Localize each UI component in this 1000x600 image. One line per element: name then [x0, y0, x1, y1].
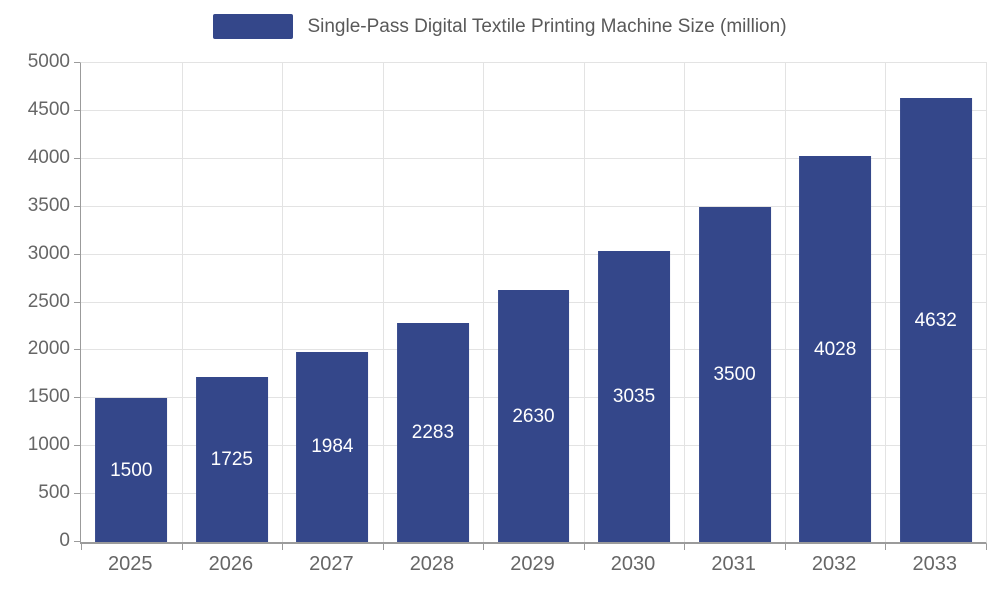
y-tick-label: 0: [59, 530, 70, 551]
y-tick-mark: [74, 62, 80, 63]
x-tick-label: 2031: [711, 553, 756, 575]
y-tick-label: 4000: [27, 146, 70, 168]
bar-value-label: 1725: [210, 448, 253, 470]
bar-2026: 1725: [195, 376, 268, 542]
gridline-vertical: [483, 63, 485, 542]
x-tick-mark: [684, 544, 686, 550]
gridline-vertical: [684, 63, 686, 542]
bar-2028: 2283: [396, 323, 469, 542]
x-tick-label: 2027: [309, 553, 354, 575]
x-tick-mark: [885, 544, 887, 550]
y-tick-label: 4500: [27, 98, 70, 120]
bar-2030: 3035: [598, 251, 670, 542]
x-tick-mark: [986, 544, 987, 550]
bar-2031: 3500: [698, 206, 771, 542]
y-tick-mark: [74, 109, 80, 111]
x-tick-label: 2032: [811, 553, 857, 575]
y-tick-mark: [74, 445, 80, 447]
x-tick-label: 2029: [510, 553, 555, 575]
gridline-vertical: [181, 63, 183, 542]
y-tick-mark: [74, 157, 80, 159]
y-tick-mark: [74, 253, 80, 255]
plot-area: 1500 1725 1984 2283 2630 3035 3500 4028 4632: [74, 62, 987, 550]
gridline-horizontal: [81, 205, 986, 207]
legend-label[interactable]: Single-Pass Digital Textile Printing Mac…: [307, 15, 787, 37]
legend-swatch[interactable]: [213, 14, 294, 39]
x-tick-label: 2028: [409, 553, 455, 575]
x-tick-label: 2030: [610, 553, 656, 575]
chart-legend[interactable]: Single-Pass Digital Textile Printing Mac…: [0, 14, 1000, 39]
y-tick-mark: [74, 301, 80, 303]
y-tick-mark: [74, 397, 80, 399]
bar-2027: 1984: [296, 351, 369, 542]
x-tick-mark: [282, 544, 284, 550]
y-tick-label: 500: [38, 482, 70, 504]
bar-value-label: 3500: [713, 363, 756, 385]
y-tick-mark: [74, 349, 80, 351]
gridline-horizontal: [81, 157, 986, 159]
bar-value-label: 4028: [814, 338, 857, 360]
y-tick-mark: [74, 541, 80, 542]
bar-2025: 1500: [95, 398, 168, 542]
bar-2029: 2630: [497, 290, 570, 542]
gridline-horizontal: [81, 62, 986, 63]
gridline-vertical: [583, 63, 585, 542]
gridline-horizontal: [81, 253, 986, 255]
y-tick-label: 2000: [27, 338, 70, 360]
bar-value-label: 4632: [914, 309, 957, 331]
gridline-vertical: [885, 63, 887, 542]
x-tick-label: 2033: [912, 553, 957, 575]
x-tick-mark: [583, 544, 585, 550]
y-tick-mark: [74, 493, 80, 495]
x-tick-mark: [81, 544, 82, 550]
y-tick-label: 5000: [27, 51, 70, 72]
x-tick-label: 2025: [108, 553, 153, 575]
bar-value-label: 1984: [311, 436, 354, 458]
bar-2033: 4632: [899, 98, 972, 542]
bar-value-label: 1500: [110, 459, 153, 481]
x-axis: 2025 2026 2027 2028 2029 2030 2031 2032 2033: [80, 553, 985, 583]
bar-2032: 4028: [799, 156, 872, 542]
y-tick-label: 2500: [27, 290, 70, 312]
y-tick-label: 1000: [27, 434, 70, 456]
bar-value-label: 3035: [612, 386, 656, 408]
bar-value-label: 2630: [512, 405, 555, 427]
gridline-vertical: [382, 63, 384, 542]
bar-value-label: 2283: [411, 422, 455, 444]
x-tick-mark: [483, 544, 485, 550]
y-axis: 0 500 1000 1500 2000 2500 3000 3500 4000 4500 5000: [0, 51, 70, 551]
x-tick-mark: [382, 544, 384, 550]
gridline-vertical: [282, 63, 284, 542]
y-tick-label: 3500: [27, 194, 70, 216]
gridline-horizontal: [81, 109, 986, 111]
gridline-vertical: [784, 63, 786, 542]
y-tick-label: 3000: [27, 242, 70, 264]
x-tick-label: 2026: [208, 553, 254, 575]
x-tick-mark: [181, 544, 183, 550]
y-tick-mark: [74, 205, 80, 207]
x-tick-mark: [784, 544, 786, 550]
y-tick-label: 1500: [27, 386, 70, 408]
